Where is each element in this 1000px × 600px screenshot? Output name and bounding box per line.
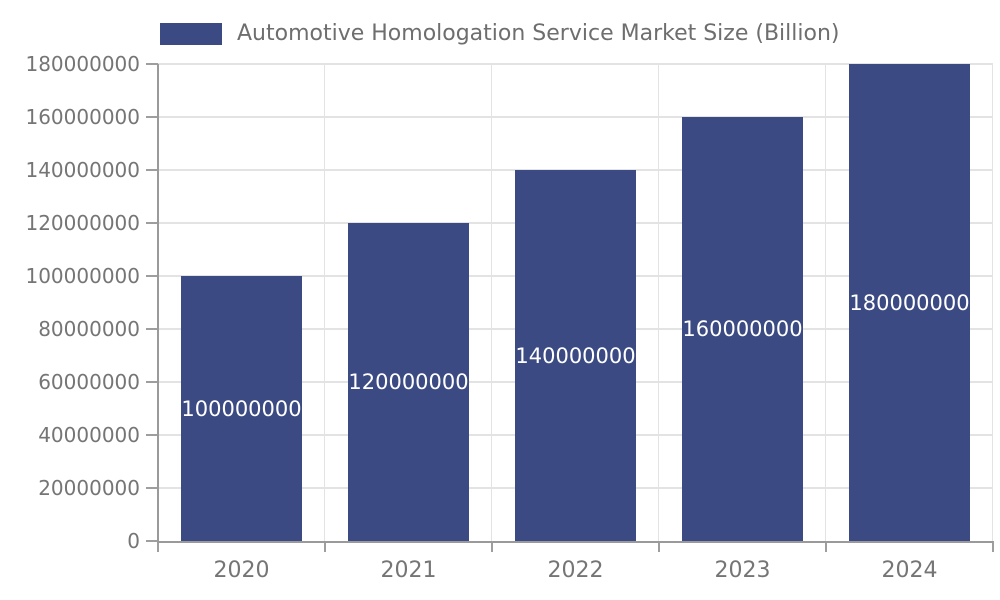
- x-axis-tick-label: 2021: [380, 558, 437, 583]
- y-axis-tick-label: 100000000: [25, 264, 140, 288]
- y-axis-tick: [146, 116, 158, 118]
- gridline-vertical: [323, 64, 325, 541]
- x-axis-tick: [658, 541, 660, 552]
- y-axis-tick: [146, 63, 158, 65]
- gridline-horizontal: [158, 116, 993, 118]
- x-axis-tick-label: 2023: [714, 558, 771, 583]
- x-axis-tick-label: 2024: [881, 558, 938, 583]
- legend-label: Automotive Homologation Service Market S…: [237, 21, 840, 46]
- bar-value-label: 180000000: [849, 290, 970, 315]
- x-axis-line: [157, 541, 993, 543]
- gridline-vertical: [991, 64, 993, 541]
- x-axis-tick-label: 2022: [547, 558, 604, 583]
- bar-value-label: 160000000: [682, 317, 803, 341]
- y-axis-tick: [146, 275, 158, 277]
- plot-area: 100000000 120000000 140000000 160000000 1800…: [158, 63, 993, 541]
- legend: Automotive Homologation Service Market S…: [160, 21, 840, 47]
- x-axis-tick-label: 2020: [213, 558, 270, 583]
- y-axis-tick-label: 0: [127, 529, 140, 553]
- x-axis-tick: [992, 541, 994, 552]
- y-axis-tick-label: 60000000: [38, 370, 140, 394]
- bar-2023: 160000000: [682, 117, 803, 541]
- y-axis-tick-label: 180000000: [25, 52, 140, 76]
- bar-value-label: 140000000: [515, 343, 636, 368]
- y-axis-tick: [146, 169, 158, 171]
- y-axis-tick-label: 20000000: [38, 476, 140, 500]
- y-axis-tick: [146, 222, 158, 224]
- y-axis-tick-label: 140000000: [25, 158, 140, 182]
- y-axis-tick-label: 80000000: [38, 317, 140, 341]
- y-axis-line: [157, 64, 159, 541]
- bar-value-label: 100000000: [181, 396, 302, 421]
- y-axis-tick: [146, 434, 158, 436]
- y-axis-tick: [146, 328, 158, 330]
- gridline-horizontal: [158, 63, 993, 65]
- bar-2020: 100000000: [181, 276, 302, 541]
- bar-value-label: 120000000: [348, 370, 469, 394]
- x-axis-tick: [825, 541, 827, 552]
- gridline-vertical: [824, 64, 826, 541]
- bar-2024: 180000000: [849, 64, 970, 541]
- y-axis-tick-label: 40000000: [38, 423, 140, 447]
- bar-2021: 120000000: [348, 223, 469, 541]
- gridline-vertical: [490, 64, 492, 541]
- x-axis-tick: [491, 541, 493, 552]
- y-axis-tick: [146, 381, 158, 383]
- y-axis-tick-label: 120000000: [25, 211, 140, 235]
- y-axis-tick: [146, 540, 158, 542]
- y-axis-tick-label: 160000000: [25, 105, 140, 129]
- bar-2022: 140000000: [515, 170, 636, 541]
- y-axis-tick: [146, 487, 158, 489]
- x-axis-tick: [157, 541, 159, 552]
- legend-swatch: [160, 23, 222, 45]
- x-axis-tick: [324, 541, 326, 552]
- gridline-vertical: [657, 64, 659, 541]
